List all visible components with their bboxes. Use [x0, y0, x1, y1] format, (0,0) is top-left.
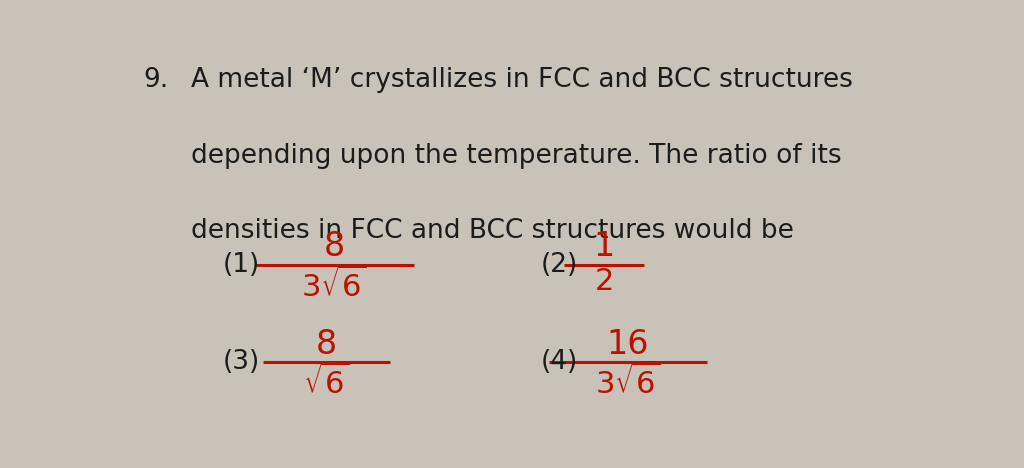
Text: densities in FCC and BCC structures would be: densities in FCC and BCC structures woul… [191, 218, 795, 244]
Text: $3\sqrt{6}$: $3\sqrt{6}$ [301, 267, 368, 303]
Text: (1): (1) [223, 252, 260, 278]
Text: (3): (3) [223, 350, 260, 375]
Text: 16: 16 [606, 328, 649, 361]
Text: $\sqrt{6}$: $\sqrt{6}$ [303, 364, 349, 400]
Text: 1: 1 [594, 230, 614, 263]
Text: 9.: 9. [143, 67, 169, 93]
Text: 8: 8 [315, 328, 337, 361]
Text: $3\sqrt{6}$: $3\sqrt{6}$ [595, 364, 660, 400]
Text: A metal ‘M’ crystallizes in FCC and BCC structures: A metal ‘M’ crystallizes in FCC and BCC … [191, 67, 853, 93]
Text: depending upon the temperature. The ratio of its: depending upon the temperature. The rati… [191, 143, 842, 168]
Text: (2): (2) [541, 252, 578, 278]
Text: 8: 8 [324, 230, 345, 263]
Text: 2: 2 [595, 267, 613, 296]
Text: (4): (4) [541, 350, 578, 375]
